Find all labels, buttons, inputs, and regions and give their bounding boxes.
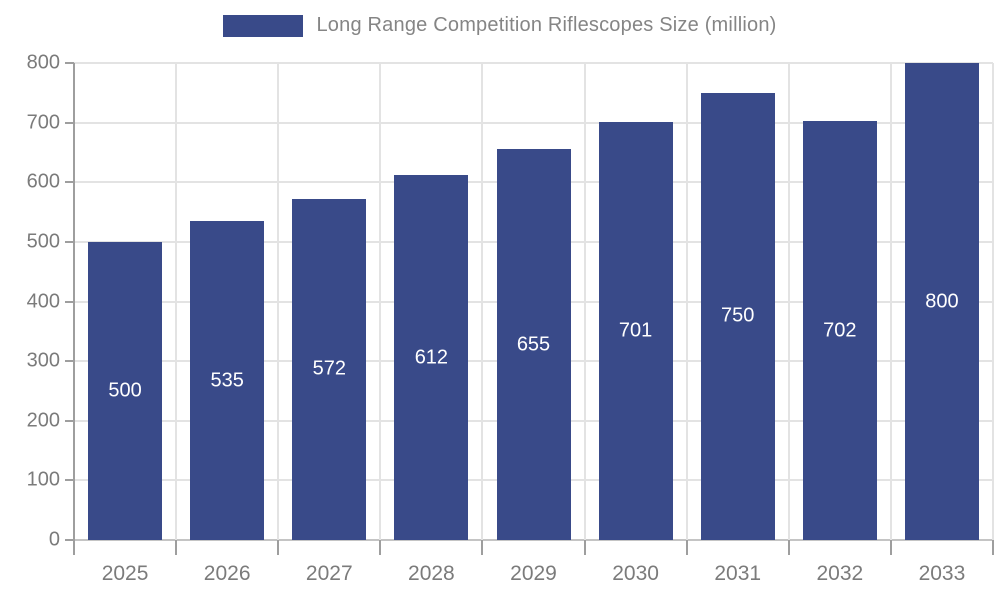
- y-axis-tick: [65, 360, 74, 363]
- legend-label: Long Range Competition Riflescopes Size …: [316, 14, 777, 36]
- y-tick-label: 600: [26, 170, 60, 193]
- x-axis-tick: [685, 540, 688, 555]
- x-tick-label: 2030: [612, 562, 659, 585]
- x-axis-tick: [481, 540, 484, 555]
- y-tick-label: 300: [26, 349, 60, 372]
- y-axis-tick: [65, 62, 74, 64]
- y-axis-tick: [65, 121, 74, 124]
- x-tick-label: 2031: [714, 562, 762, 585]
- x-tick-label: 2025: [101, 562, 149, 585]
- y-axis-tick: [65, 479, 74, 482]
- x-axis-tick: [379, 540, 382, 555]
- bar[interactable]: [700, 92, 775, 540]
- bar[interactable]: [190, 221, 265, 540]
- x-axis-tick: [889, 540, 892, 555]
- gridline-horizontal: [74, 62, 993, 64]
- x-axis-tick: [583, 540, 586, 555]
- x-axis-tick: [787, 540, 790, 555]
- y-tick-label: 400: [26, 290, 60, 312]
- y-axis-tick: [65, 240, 74, 243]
- y-axis-line: [73, 63, 75, 555]
- legend-swatch: [223, 14, 304, 37]
- y-tick-label: 200: [26, 409, 60, 432]
- gridline-vertical: [481, 63, 484, 540]
- x-tick-label: 2027: [305, 562, 353, 585]
- bar[interactable]: [598, 122, 673, 540]
- x-tick-label: 2033: [918, 562, 966, 585]
- x-tick-label: 2028: [408, 562, 455, 585]
- y-tick-label: 100: [26, 468, 60, 491]
- bar[interactable]: [802, 121, 877, 540]
- gridline-vertical: [889, 63, 892, 540]
- y-tick-label: 500: [26, 230, 60, 253]
- bar[interactable]: [904, 63, 979, 540]
- x-tick-label: 2032: [816, 562, 864, 585]
- x-axis-tick: [992, 540, 994, 555]
- bar[interactable]: [394, 175, 469, 540]
- y-tick-label: 0: [48, 528, 60, 551]
- gridline-vertical: [379, 63, 382, 540]
- y-axis-tick: [65, 419, 74, 422]
- x-axis-tick: [175, 540, 178, 555]
- gridline-vertical: [992, 63, 994, 540]
- bar[interactable]: [88, 241, 163, 540]
- y-axis-tick: [65, 181, 74, 184]
- gridline-vertical: [787, 63, 790, 540]
- x-tick-label: 2026: [203, 562, 251, 585]
- bar[interactable]: [496, 149, 571, 540]
- chart-legend[interactable]: Long Range Competition Riflescopes Size …: [0, 14, 1000, 37]
- gridline-vertical: [277, 63, 280, 540]
- gridline-vertical: [175, 63, 178, 540]
- y-tick-label: 700: [26, 111, 60, 134]
- y-axis-tick: [65, 539, 74, 541]
- x-tick-label: 2029: [510, 562, 557, 585]
- y-axis-tick: [65, 300, 74, 303]
- gridline-vertical: [583, 63, 586, 540]
- bar[interactable]: [292, 198, 367, 540]
- y-tick-label: 800: [26, 51, 60, 74]
- x-axis-tick: [73, 540, 75, 555]
- gridline-vertical: [685, 63, 688, 540]
- x-axis-tick: [277, 540, 280, 555]
